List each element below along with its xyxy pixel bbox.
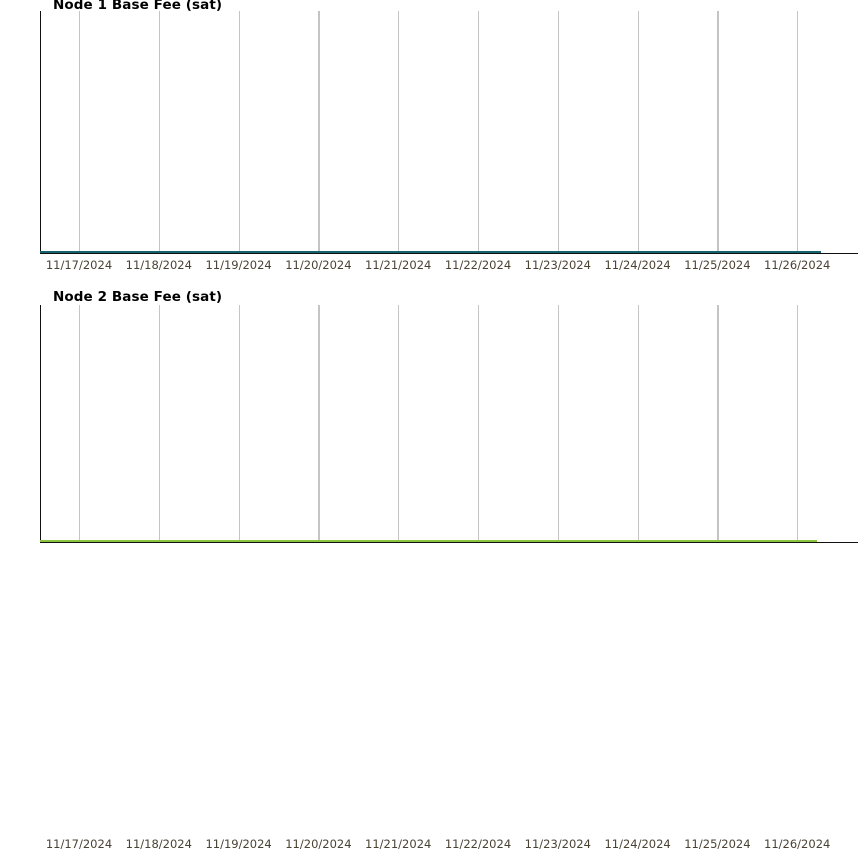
gridline <box>717 305 719 543</box>
gridline <box>557 305 560 543</box>
gridline <box>637 305 639 543</box>
x-axis-tick-label: 11/25/2024 <box>684 837 751 851</box>
x-axis-tick-label: 11/17/2024 <box>45 837 113 851</box>
x-axis-line-node-1 <box>40 252 858 254</box>
plot-area-node-2 <box>40 305 858 543</box>
gridline <box>717 11 719 254</box>
gridline <box>158 11 161 254</box>
x-axis-tick-label: 11/19/2024 <box>205 837 272 851</box>
x-axis-tick-label: 11/22/2024 <box>444 837 512 851</box>
x-axis-tick-label: 11/20/2024 <box>285 837 352 851</box>
x-axis-tick-label: 11/19/2024 <box>205 258 272 272</box>
y-axis-line-node-2 <box>40 305 42 543</box>
x-axis-tick-label: 11/21/2024 <box>365 837 432 851</box>
gridline <box>478 11 480 254</box>
x-axis-tick-label: 11/23/2024 <box>524 837 591 851</box>
x-axis-tick-label: 11/17/2024 <box>45 258 113 272</box>
chart-title-node-1: Node 1 Base Fee (sat) <box>53 0 223 13</box>
gridline <box>79 305 81 543</box>
x-axis-tick-label: 11/23/2024 <box>524 258 591 272</box>
x-axis-tick-label: 11/26/2024 <box>764 837 831 851</box>
gridline <box>238 305 240 543</box>
gridline <box>797 11 799 254</box>
x-axis-tick-label: 11/20/2024 <box>285 258 352 272</box>
x-axis-tick-label: 11/25/2024 <box>684 258 751 272</box>
x-axis-line-node-2 <box>40 541 858 543</box>
gridline <box>79 11 81 254</box>
chart-panel-node-2: Node 2 Base Fee (sat) 11/17/2024 11/18/20… <box>0 288 860 851</box>
x-axis-tick-label: 11/18/2024 <box>125 258 192 272</box>
gridline <box>238 11 240 254</box>
series-line <box>40 539 818 542</box>
gridline <box>398 11 400 254</box>
gridline <box>478 305 480 543</box>
plot-area-node-1 <box>40 11 858 254</box>
gridline <box>557 11 560 254</box>
y-axis-line-node-1 <box>40 11 42 254</box>
gridline <box>398 305 400 543</box>
gridline <box>797 305 799 543</box>
gridline <box>318 11 320 254</box>
x-axis-tick-label: 11/18/2024 <box>125 837 192 851</box>
x-axis-tick-label: 11/21/2024 <box>365 258 432 272</box>
series-line <box>40 250 822 253</box>
x-axis-tick-label: 11/24/2024 <box>604 837 671 851</box>
gridline <box>637 11 639 254</box>
x-axis-tick-label: 11/24/2024 <box>604 258 671 272</box>
chart-title-node-2: Node 2 Base Fee (sat) <box>53 289 223 305</box>
chart-panel-node-1: Node 1 Base Fee (sat) 11/17/2024 11/18/20… <box>0 0 860 288</box>
x-axis-tick-label: 11/22/2024 <box>444 258 512 272</box>
gridline <box>158 305 161 543</box>
gridline <box>318 305 320 543</box>
x-axis-tick-label: 11/26/2024 <box>764 258 831 272</box>
